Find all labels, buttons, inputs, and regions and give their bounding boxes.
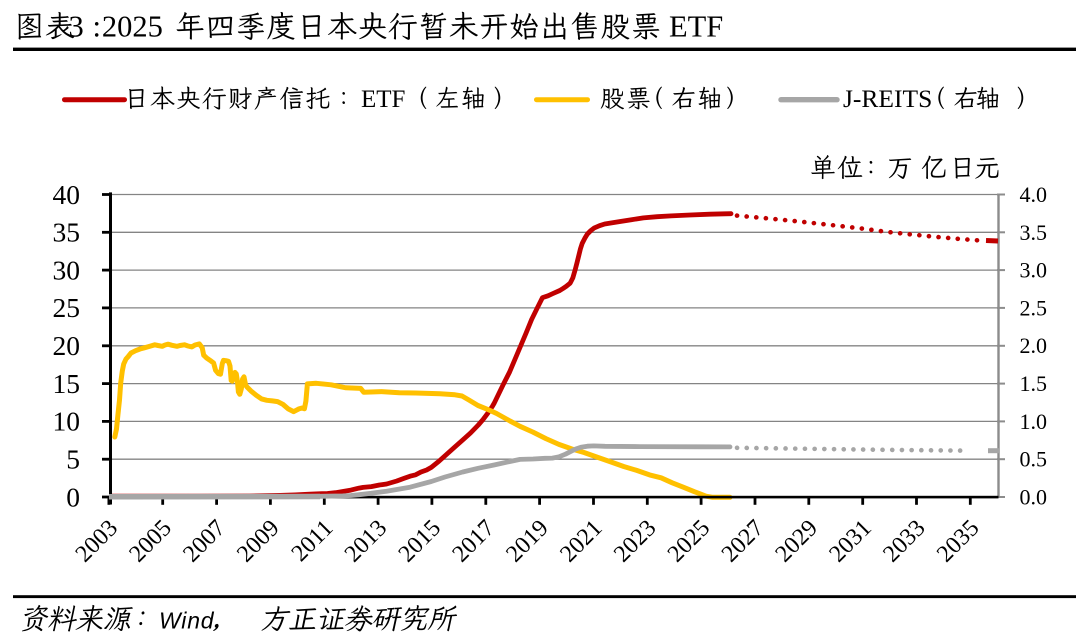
svg-text:1.0: 1.0 — [1020, 409, 1048, 434]
svg-text:4.0: 4.0 — [1020, 182, 1048, 207]
svg-text:1.5: 1.5 — [1020, 371, 1048, 396]
svg-text:2.0: 2.0 — [1020, 333, 1048, 358]
svg-text:25: 25 — [53, 292, 81, 323]
svg-text:3.5: 3.5 — [1020, 220, 1048, 245]
svg-text:ETF: ETF — [669, 10, 723, 44]
svg-text:35: 35 — [53, 217, 81, 248]
svg-text:2.5: 2.5 — [1020, 295, 1048, 320]
svg-text:Wind: Wind — [159, 608, 215, 634]
svg-text:J-REITS: J-REITS — [843, 84, 932, 113]
svg-text:3: 3 — [69, 10, 84, 44]
svg-text:30: 30 — [53, 254, 81, 285]
svg-text:20: 20 — [53, 330, 81, 361]
svg-text:15: 15 — [53, 368, 81, 399]
svg-text:0: 0 — [66, 481, 80, 512]
svg-text:0.0: 0.0 — [1020, 485, 1048, 510]
svg-text:0.5: 0.5 — [1020, 447, 1048, 472]
svg-text:3.0: 3.0 — [1020, 258, 1048, 283]
svg-text::: : — [93, 10, 101, 44]
svg-text:10: 10 — [53, 406, 81, 437]
svg-text:ETF: ETF — [361, 86, 405, 113]
svg-text:5: 5 — [66, 444, 80, 475]
svg-text:40: 40 — [53, 179, 81, 210]
svg-text:2025: 2025 — [102, 10, 163, 44]
